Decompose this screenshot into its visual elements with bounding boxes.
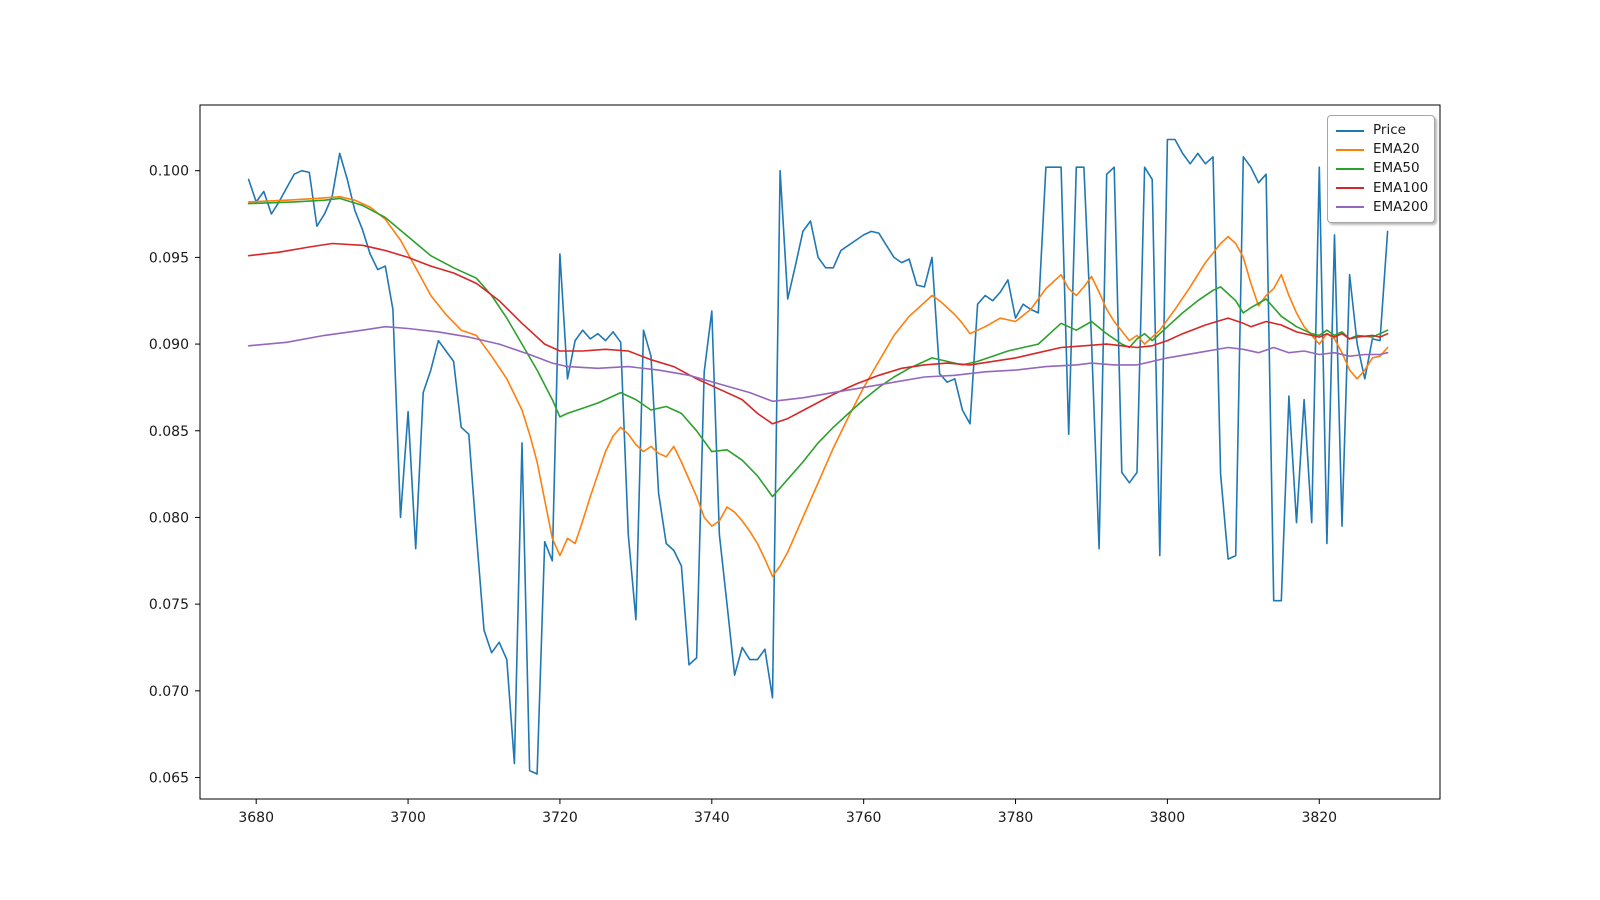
legend-item-price: Price	[1336, 121, 1426, 140]
legend-label-ema20: EMA20	[1373, 141, 1420, 158]
series-line-ema20	[247, 195, 1389, 578]
ema20-line-swatch-icon	[1336, 148, 1364, 151]
x-tick-label: 3780	[998, 810, 1034, 826]
ema200-line-swatch-icon	[1336, 206, 1364, 209]
y-tick-label: 0.065	[149, 771, 189, 787]
legend-item-ema100: EMA100	[1336, 179, 1429, 198]
y-tick-label: 0.075	[149, 597, 189, 613]
y-tick-label: 0.085	[149, 424, 189, 440]
x-tick-label: 3820	[1301, 810, 1337, 826]
legend-item-ema50: EMA50	[1336, 159, 1426, 178]
price-line-swatch-icon	[1336, 129, 1364, 132]
series-line-price	[247, 138, 1389, 775]
y-tick-label: 0.100	[149, 164, 189, 180]
y-tick-label: 0.070	[149, 684, 189, 700]
legend-item-ema20: EMA20	[1336, 140, 1426, 159]
x-tick-label: 3720	[542, 810, 578, 826]
y-tick-label: 0.095	[149, 250, 189, 266]
series-line-ema200	[247, 325, 1389, 403]
legend-label-price: Price	[1373, 122, 1406, 139]
y-tick-label: 0.090	[149, 337, 189, 353]
ema50-line-swatch-icon	[1336, 167, 1364, 170]
legend-label-ema50: EMA50	[1373, 160, 1420, 177]
x-tick-label: 3740	[694, 810, 730, 826]
series-line-ema50	[247, 197, 1389, 498]
x-tick-label: 3800	[1150, 810, 1186, 826]
series-line-ema100	[247, 242, 1389, 425]
y-tick-label: 0.080	[149, 510, 189, 526]
x-tick-label: 3760	[846, 810, 882, 826]
legend-label-ema200: EMA200	[1373, 198, 1429, 215]
x-tick-label: 3700	[390, 810, 426, 826]
ema100-line-swatch-icon	[1336, 187, 1364, 190]
legend: Price EMA20 EMA50 EMA100 EMA200	[1327, 115, 1435, 223]
legend-label-ema100: EMA100	[1373, 179, 1429, 196]
legend-item-ema200: EMA200	[1336, 198, 1429, 217]
x-tick-label: 3680	[238, 810, 274, 826]
plot-frame	[199, 104, 1441, 800]
